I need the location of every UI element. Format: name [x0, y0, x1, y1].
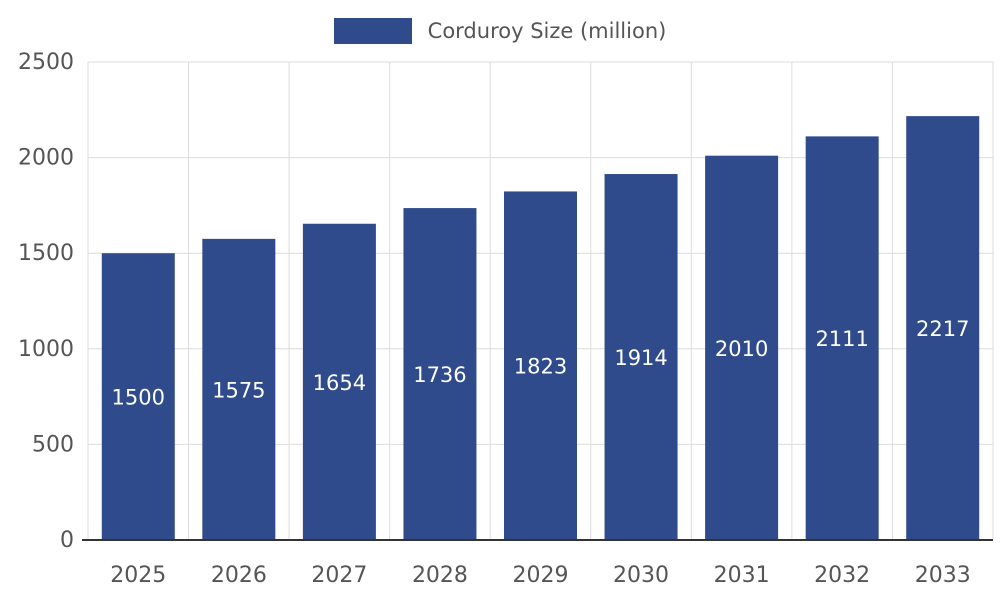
bar — [906, 116, 980, 541]
bar-value-label: 1823 — [514, 355, 567, 379]
y-tick-label: 1500 — [18, 241, 74, 266]
y-tick-label: 500 — [32, 432, 74, 457]
x-tick-label: 2025 — [110, 563, 166, 588]
bar-value-label: 2111 — [815, 327, 868, 351]
x-tick-label: 2031 — [714, 563, 770, 588]
bar-value-label: 2217 — [916, 317, 969, 341]
y-tick-label: 1000 — [18, 337, 74, 362]
bar-value-label: 1500 — [112, 386, 165, 410]
y-tick-label: 2000 — [18, 146, 74, 171]
x-tick-label: 2026 — [211, 563, 267, 588]
bar — [604, 174, 678, 540]
bar — [101, 253, 175, 540]
x-tick-label: 2027 — [311, 563, 367, 588]
bar-value-label: 1654 — [313, 371, 366, 395]
bar — [302, 223, 376, 541]
bar — [705, 155, 779, 541]
bar-value-label: 1736 — [413, 363, 466, 387]
x-tick-label: 2029 — [513, 563, 569, 588]
y-tick-label: 2500 — [18, 50, 74, 75]
bar — [805, 136, 879, 540]
bar — [403, 208, 477, 541]
bar-value-label: 1575 — [212, 378, 265, 402]
x-tick-label: 2028 — [412, 563, 468, 588]
bar — [504, 191, 577, 541]
x-tick-label: 2032 — [814, 563, 870, 588]
x-tick-label: 2033 — [915, 563, 971, 588]
bar-value-label: 2010 — [715, 337, 768, 361]
bar — [202, 238, 276, 541]
x-tick-label: 2030 — [613, 563, 669, 588]
y-tick-label: 0 — [60, 528, 74, 553]
bar-value-label: 1914 — [614, 346, 667, 370]
